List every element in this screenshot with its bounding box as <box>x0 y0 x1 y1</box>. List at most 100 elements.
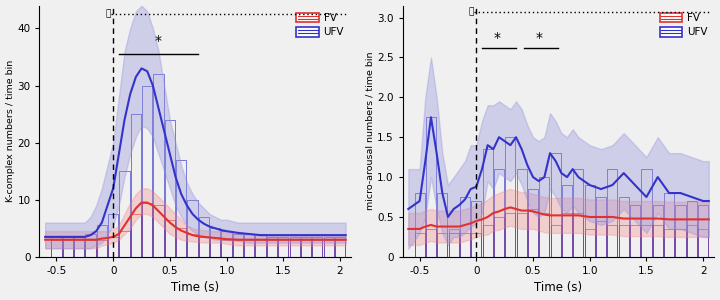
Bar <box>153 74 163 257</box>
Bar <box>323 240 334 257</box>
Bar <box>585 185 595 257</box>
Bar <box>176 160 186 257</box>
Bar <box>630 225 640 257</box>
Bar <box>415 233 425 257</box>
Bar <box>573 213 583 257</box>
Bar <box>267 240 277 257</box>
Bar <box>244 240 254 257</box>
Bar <box>323 237 334 257</box>
Bar <box>108 214 118 257</box>
Bar <box>426 117 436 257</box>
Bar <box>585 229 595 257</box>
Bar <box>63 240 73 257</box>
Bar <box>494 169 504 257</box>
Bar <box>244 234 254 257</box>
Bar <box>335 237 345 257</box>
Bar <box>471 201 482 257</box>
Text: *: * <box>155 34 162 48</box>
Bar <box>312 237 323 257</box>
Bar <box>415 193 425 257</box>
X-axis label: Time (s): Time (s) <box>534 281 582 294</box>
Bar <box>460 233 470 257</box>
Bar <box>153 206 163 257</box>
Bar <box>539 177 549 257</box>
Bar <box>596 197 606 257</box>
Bar <box>108 237 118 257</box>
Bar <box>96 225 107 257</box>
Bar <box>494 217 504 257</box>
Bar <box>630 205 640 257</box>
Bar <box>642 225 652 257</box>
Bar <box>482 225 492 257</box>
Bar <box>63 237 73 257</box>
Bar <box>187 234 198 257</box>
Bar <box>596 221 606 257</box>
Bar <box>301 240 311 257</box>
Bar <box>86 240 96 257</box>
Bar <box>516 169 527 257</box>
Bar <box>516 213 527 257</box>
Bar <box>74 240 84 257</box>
Bar <box>687 225 697 257</box>
Legend: FV, UFV: FV, UFV <box>294 11 346 40</box>
Bar <box>289 237 300 257</box>
Bar <box>335 240 345 257</box>
Bar <box>51 237 62 257</box>
Bar <box>165 120 175 257</box>
Bar <box>539 213 549 257</box>
Bar <box>652 205 663 257</box>
Text: *: * <box>535 31 542 45</box>
Bar <box>120 171 130 257</box>
Bar <box>210 237 220 257</box>
Text: *: * <box>493 31 500 45</box>
Bar <box>528 209 538 257</box>
Bar <box>199 237 209 257</box>
Bar <box>267 237 277 257</box>
Bar <box>131 114 141 257</box>
Bar <box>278 237 289 257</box>
Text: 🔊: 🔊 <box>469 8 474 16</box>
Bar <box>664 193 674 257</box>
Bar <box>233 240 243 257</box>
Bar <box>687 201 697 257</box>
Bar <box>301 237 311 257</box>
Bar <box>551 153 561 257</box>
Bar <box>312 240 323 257</box>
Bar <box>289 240 300 257</box>
Bar <box>74 237 84 257</box>
Bar <box>551 225 561 257</box>
Bar <box>131 214 141 257</box>
Bar <box>86 234 96 257</box>
X-axis label: Time (s): Time (s) <box>171 281 220 294</box>
Bar <box>675 229 685 257</box>
Bar <box>187 200 198 257</box>
Legend: FV, UFV: FV, UFV <box>657 11 709 40</box>
Bar <box>471 233 482 257</box>
Bar <box>618 225 629 257</box>
Bar <box>165 220 175 257</box>
Bar <box>449 229 459 257</box>
Bar <box>562 185 572 257</box>
Bar <box>51 240 62 257</box>
Bar <box>652 225 663 257</box>
Bar <box>675 205 685 257</box>
Bar <box>449 233 459 257</box>
Bar <box>573 169 583 257</box>
Bar <box>482 149 492 257</box>
Bar <box>642 169 652 257</box>
Bar <box>96 240 107 257</box>
Bar <box>664 229 674 257</box>
Bar <box>120 231 130 257</box>
Bar <box>256 234 266 257</box>
Bar <box>233 234 243 257</box>
Bar <box>505 137 516 257</box>
Bar <box>142 85 153 257</box>
Bar <box>607 225 618 257</box>
Y-axis label: K-complex numbers / time bin: K-complex numbers / time bin <box>6 60 14 202</box>
Bar <box>437 233 447 257</box>
Bar <box>210 228 220 257</box>
Text: 🔊: 🔊 <box>106 10 111 19</box>
Bar <box>199 217 209 257</box>
Bar <box>176 228 186 257</box>
Bar <box>278 240 289 257</box>
